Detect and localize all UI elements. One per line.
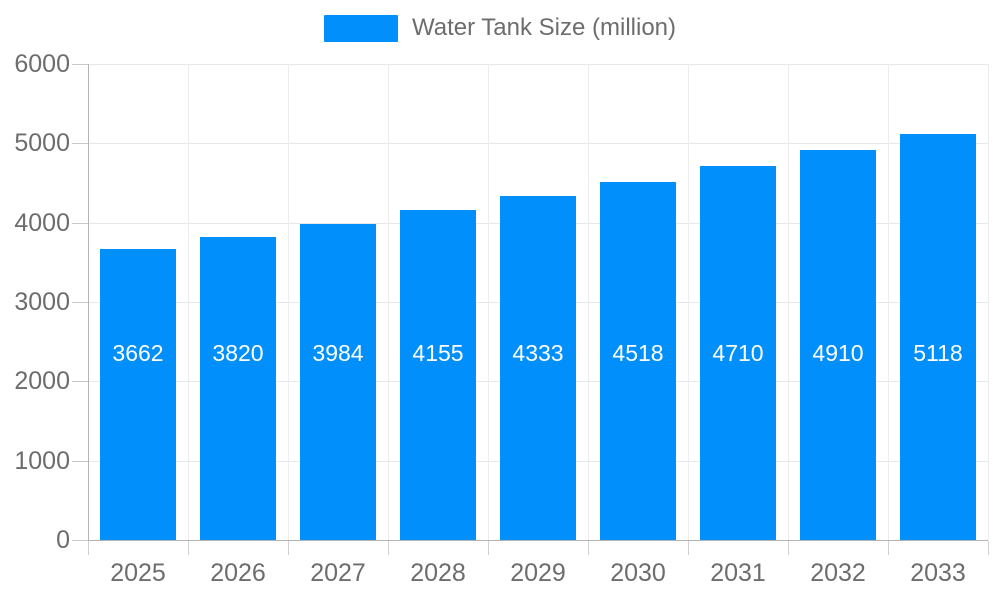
chart-legend: Water Tank Size (million) bbox=[0, 0, 1000, 56]
bar[interactable]: 4518 bbox=[600, 181, 676, 540]
y-axis-tick-label: 6000 bbox=[14, 50, 70, 78]
gridline-vertical bbox=[788, 64, 789, 540]
gridline-vertical bbox=[488, 64, 489, 540]
y-axis-tick-mark bbox=[72, 64, 88, 65]
bar[interactable]: 3984 bbox=[300, 223, 376, 540]
y-axis-tick-mark bbox=[72, 143, 88, 145]
x-axis-line bbox=[88, 540, 988, 541]
y-axis-tick-mark bbox=[72, 381, 88, 383]
bar-value-label: 4155 bbox=[412, 340, 464, 366]
bar[interactable]: 4710 bbox=[700, 166, 776, 540]
x-axis-tick-label: 2031 bbox=[710, 559, 766, 587]
y-axis-tick-label: 0 bbox=[56, 526, 70, 554]
y-axis-tick-mark bbox=[72, 460, 88, 462]
x-axis-tick-label: 2027 bbox=[310, 559, 366, 587]
x-axis-tick-mark bbox=[888, 541, 889, 555]
y-axis-tick-mark bbox=[72, 302, 88, 303]
gridline-vertical bbox=[188, 64, 189, 540]
bar[interactable]: 4155 bbox=[400, 210, 476, 540]
bar-value-label: 3662 bbox=[112, 340, 164, 366]
y-axis-tick-label: 2000 bbox=[14, 367, 70, 396]
gridline-vertical bbox=[888, 64, 889, 540]
y-axis-tick-label: 4000 bbox=[14, 208, 70, 237]
gridline-vertical bbox=[588, 64, 589, 540]
bar-value-label: 4518 bbox=[612, 340, 664, 366]
legend-item-water-tank-size[interactable]: Water Tank Size (million) bbox=[323, 14, 677, 42]
x-axis-tick-mark bbox=[688, 541, 689, 555]
x-axis-tick-label: 2029 bbox=[510, 559, 566, 587]
bar-value-label: 4333 bbox=[512, 340, 564, 366]
bar[interactable]: 3662 bbox=[100, 249, 176, 540]
legend-color-swatch bbox=[323, 14, 398, 42]
x-axis-tick-mark bbox=[88, 541, 89, 555]
gridline-horizontal bbox=[88, 143, 988, 145]
legend-label: Water Tank Size (million) bbox=[411, 14, 677, 41]
y-axis-tick-label: 5000 bbox=[14, 129, 70, 158]
gridline-vertical bbox=[288, 64, 289, 540]
x-axis-tick-mark bbox=[588, 541, 589, 555]
x-axis-tick-label: 2030 bbox=[610, 559, 666, 587]
x-axis-tick-mark bbox=[188, 541, 189, 555]
bar-value-label: 5118 bbox=[913, 340, 963, 366]
bar-value-label: 3984 bbox=[312, 340, 364, 366]
y-axis-tick-label: 1000 bbox=[14, 446, 70, 475]
x-axis-tick-mark bbox=[488, 541, 489, 555]
bar-value-label: 4910 bbox=[812, 340, 864, 366]
gridline-horizontal bbox=[88, 64, 988, 65]
x-axis-tick-mark bbox=[288, 541, 289, 555]
plot-area: 3662 3820 3984 4155 4333 4518 4710 4910 5118 bbox=[88, 64, 989, 541]
gridline-vertical bbox=[688, 64, 689, 540]
x-axis-tick-label: 2028 bbox=[410, 559, 466, 587]
bar[interactable]: 3820 bbox=[200, 236, 276, 540]
y-axis-labels: 6000 5000 4000 3000 2000 1000 0 bbox=[0, 0, 70, 600]
x-axis-tick-mark bbox=[988, 541, 989, 555]
x-axis-tick-mark bbox=[788, 541, 789, 555]
y-axis-tick-mark bbox=[72, 222, 88, 224]
x-axis-tick-label: 2026 bbox=[210, 559, 266, 587]
gridline-vertical bbox=[988, 64, 989, 540]
bar[interactable]: 5118 bbox=[900, 133, 976, 540]
x-axis-tick-label: 2033 bbox=[910, 559, 966, 587]
x-axis-tick-mark bbox=[388, 541, 389, 555]
bar-value-label: 4710 bbox=[712, 340, 764, 366]
bar-value-label: 3820 bbox=[212, 340, 264, 366]
gridline-vertical bbox=[388, 64, 389, 540]
bar[interactable]: 4910 bbox=[800, 150, 876, 540]
bar[interactable]: 4333 bbox=[500, 196, 576, 540]
x-axis-tick-label: 2025 bbox=[110, 559, 166, 587]
y-axis-tick-mark bbox=[72, 540, 88, 541]
x-axis-tick-label: 2032 bbox=[810, 559, 866, 587]
y-axis-line bbox=[88, 64, 89, 540]
y-axis-tick-label: 3000 bbox=[14, 288, 70, 316]
